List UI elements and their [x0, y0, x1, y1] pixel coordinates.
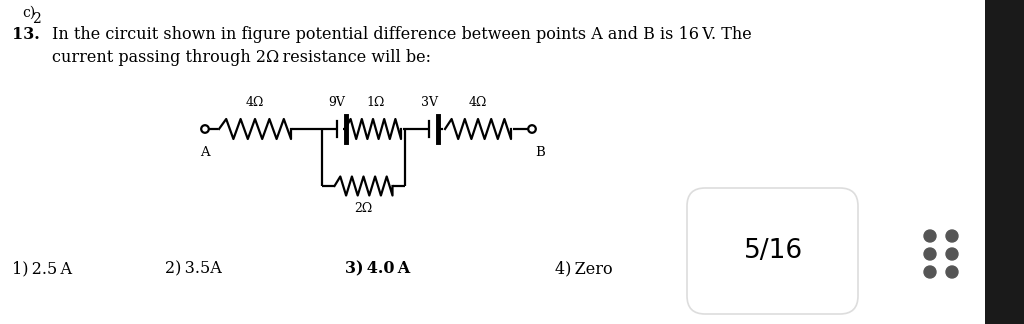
Circle shape [924, 266, 936, 278]
Text: 1) 2.5 A: 1) 2.5 A [12, 260, 72, 277]
Circle shape [946, 266, 958, 278]
Text: 2Ω: 2Ω [354, 202, 373, 215]
Circle shape [924, 230, 936, 242]
Text: c): c) [22, 6, 35, 20]
Circle shape [924, 248, 936, 260]
Text: 13.: 13. [12, 26, 40, 43]
Bar [985, 0, 1024, 324]
Text: 3) 4.0 A: 3) 4.0 A [345, 260, 411, 277]
Text: 2) 3.5A: 2) 3.5A [165, 260, 222, 277]
Text: 2: 2 [32, 12, 41, 26]
Text: A: A [200, 146, 210, 159]
Text: 1Ω: 1Ω [367, 96, 385, 109]
Text: 9V: 9V [329, 96, 345, 109]
Text: 4Ω: 4Ω [469, 96, 487, 109]
Text: 4) Zero: 4) Zero [555, 260, 612, 277]
Text: In the circuit shown in figure potential difference between points A and B is 16: In the circuit shown in figure potential… [52, 26, 752, 66]
Text: 4Ω: 4Ω [246, 96, 264, 109]
Text: 5/16: 5/16 [743, 238, 803, 264]
Circle shape [946, 230, 958, 242]
Text: 3V: 3V [421, 96, 437, 109]
Circle shape [946, 248, 958, 260]
Text: B: B [536, 146, 545, 159]
FancyBboxPatch shape [687, 188, 858, 314]
